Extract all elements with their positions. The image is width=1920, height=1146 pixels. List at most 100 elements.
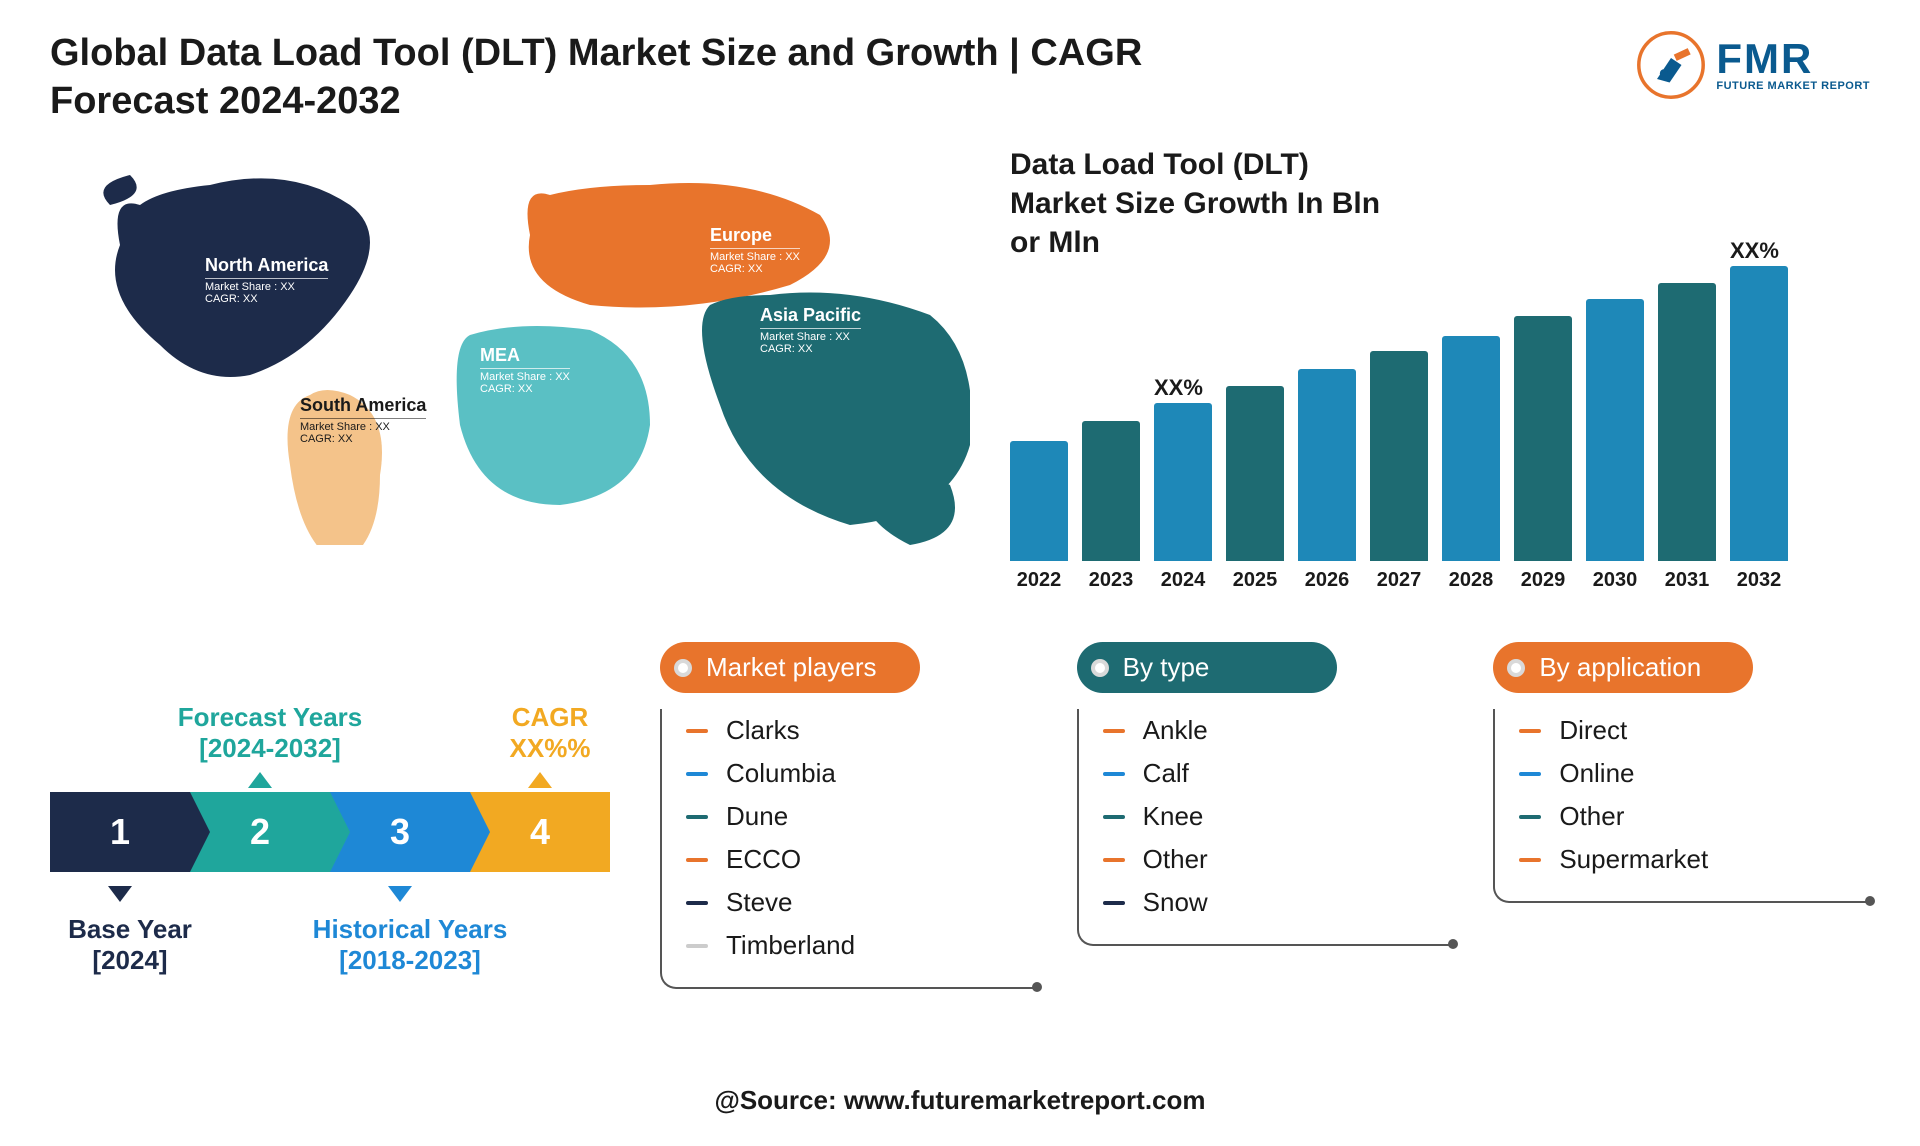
timeline-label-forecast: Forecast Years[2024-2032]	[170, 702, 370, 764]
bar-label-2026: 2026	[1305, 569, 1350, 592]
bar-2028: 2028	[1442, 336, 1500, 592]
tick-icon	[1519, 815, 1541, 819]
category-by-type: By type Ankle Calf Knee Other Snow	[1077, 642, 1454, 989]
category-item-label: Clarks	[726, 715, 800, 746]
category-header: By application	[1493, 642, 1753, 693]
tick-icon	[686, 815, 708, 819]
bullet-icon	[1091, 659, 1109, 677]
bar-chart: Data Load Tool (DLT) Market Size Growth …	[1010, 145, 1870, 592]
bar-callout-2032: XX%	[1730, 238, 1779, 264]
timeline-label-base: Base Year[2024]	[30, 914, 230, 976]
brand-logo: FMR FUTURE MARKET REPORT	[1636, 30, 1870, 100]
tick-icon	[686, 901, 708, 905]
tick-icon	[1103, 729, 1125, 733]
tick-icon	[1519, 772, 1541, 776]
map-label-asia-pacific: Asia PacificMarket Share : XXCAGR: XX	[760, 305, 861, 355]
bullet-icon	[1507, 659, 1525, 677]
category-item-label: Direct	[1559, 715, 1627, 746]
bar-2026: 2026	[1298, 369, 1356, 592]
world-map: North AmericaMarket Share : XXCAGR: XX So…	[50, 145, 970, 545]
bar-2023: 2023	[1082, 421, 1140, 592]
bar-2022: 2022	[1010, 441, 1068, 592]
bar-2031: 2031	[1658, 283, 1716, 592]
category-item-label: Calf	[1143, 758, 1189, 789]
tick-icon	[1103, 901, 1125, 905]
tick-icon	[1103, 815, 1125, 819]
tick-icon	[686, 772, 708, 776]
category-title: Market players	[706, 652, 877, 683]
tick-icon	[686, 858, 708, 862]
bar-2030: 2030	[1586, 299, 1644, 592]
category-title: By application	[1539, 652, 1701, 683]
category-body: Ankle Calf Knee Other Snow	[1077, 709, 1454, 946]
logo-subtext: FUTURE MARKET REPORT	[1716, 80, 1870, 92]
bar-label-2027: 2027	[1377, 569, 1422, 592]
category-item: Steve	[662, 881, 1037, 924]
bar-label-2030: 2030	[1593, 569, 1638, 592]
category-item: Ankle	[1079, 709, 1454, 752]
bar-label-2025: 2025	[1233, 569, 1278, 592]
category-header: Market players	[660, 642, 920, 693]
tick-icon	[1103, 772, 1125, 776]
bar-label-2031: 2031	[1665, 569, 1710, 592]
category-item-label: Other	[1559, 801, 1624, 832]
category-item: Snow	[1079, 881, 1454, 924]
bar-2032: XX%2032	[1730, 266, 1788, 592]
bar-label-2029: 2029	[1521, 569, 1566, 592]
category-item: Knee	[1079, 795, 1454, 838]
timeline-arrow-base	[108, 886, 132, 902]
category-item: Calf	[1079, 752, 1454, 795]
category-item: Clarks	[662, 709, 1037, 752]
category-item: Timberland	[662, 924, 1037, 967]
category-item: Other	[1495, 795, 1870, 838]
category-item-label: Steve	[726, 887, 793, 918]
timeline-step-base: 1	[50, 792, 190, 872]
tick-icon	[1103, 858, 1125, 862]
category-item-label: Other	[1143, 844, 1208, 875]
category-item-label: Columbia	[726, 758, 836, 789]
page-title: Global Data Load Tool (DLT) Market Size …	[50, 30, 1150, 125]
bar-label-2023: 2023	[1089, 569, 1134, 592]
category-item-label: Dune	[726, 801, 788, 832]
category-by-application: By application Direct Online Other Supermark…	[1493, 642, 1870, 989]
bar-callout-2024: XX%	[1154, 375, 1203, 401]
bullet-icon	[674, 659, 692, 677]
category-item-label: Knee	[1143, 801, 1204, 832]
map-label-north-america: North AmericaMarket Share : XXCAGR: XX	[205, 255, 328, 305]
chart-title: Data Load Tool (DLT) Market Size Growth …	[1010, 145, 1410, 262]
bar-label-2032: 2032	[1737, 569, 1782, 592]
source-attribution: @Source: www.futuremarketreport.com	[714, 1085, 1205, 1116]
category-item: Direct	[1495, 709, 1870, 752]
bar-2025: 2025	[1226, 386, 1284, 592]
tick-icon	[1519, 858, 1541, 862]
bar-label-2022: 2022	[1017, 569, 1062, 592]
telescope-icon	[1636, 30, 1706, 100]
bar-2029: 2029	[1514, 316, 1572, 592]
category-item: Dune	[662, 795, 1037, 838]
bar-2024: XX%2024	[1154, 403, 1212, 592]
bar-label-2028: 2028	[1449, 569, 1494, 592]
logo-text: FMR	[1716, 38, 1870, 80]
category-item: ECCO	[662, 838, 1037, 881]
category-item: Online	[1495, 752, 1870, 795]
timeline-arrow-cagr	[528, 772, 552, 788]
tick-icon	[686, 729, 708, 733]
tick-icon	[1519, 729, 1541, 733]
category-item: Other	[1079, 838, 1454, 881]
timeline-arrow-forecast	[248, 772, 272, 788]
timeline-step-cagr: 4	[470, 792, 610, 872]
category-item-label: ECCO	[726, 844, 801, 875]
category-header: By type	[1077, 642, 1337, 693]
category-item-label: Timberland	[726, 930, 855, 961]
timeline-label-cagr: CAGRXX%%	[450, 702, 650, 764]
category-item-label: Ankle	[1143, 715, 1208, 746]
bar-2027: 2027	[1370, 351, 1428, 592]
timeline-step-hist: 3	[330, 792, 470, 872]
timeline-step-forecast: 2	[190, 792, 330, 872]
category-body: Direct Online Other Supermarket	[1493, 709, 1870, 903]
category-body: Clarks Columbia Dune ECCO Steve Timberland	[660, 709, 1037, 989]
category-item-label: Snow	[1143, 887, 1208, 918]
category-item: Supermarket	[1495, 838, 1870, 881]
timeline-label-hist: Historical Years[2018-2023]	[310, 914, 510, 976]
map-label-south-america: South AmericaMarket Share : XXCAGR: XX	[300, 395, 426, 445]
